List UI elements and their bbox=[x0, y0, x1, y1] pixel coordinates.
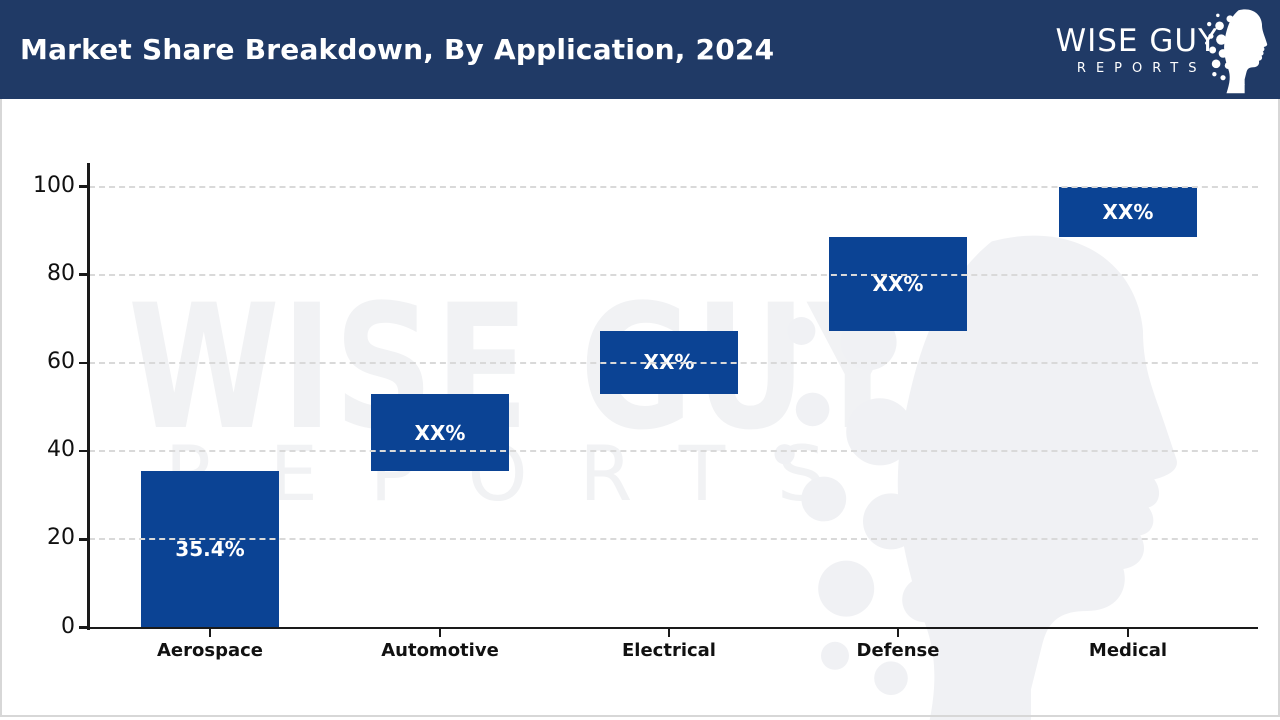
y-tick-mark bbox=[79, 449, 87, 453]
page-border-bottom bbox=[0, 715, 1280, 717]
x-tick-label: Aerospace bbox=[156, 639, 263, 661]
bar-value-label: XX% bbox=[1102, 199, 1154, 224]
page-border-left bbox=[0, 99, 2, 716]
y-tick-label: 100 bbox=[33, 172, 75, 198]
page-title: Market Share Breakdown, By Application, … bbox=[20, 33, 775, 66]
gridline bbox=[89, 538, 1258, 541]
x-tick-mark bbox=[1126, 629, 1130, 637]
y-tick-mark bbox=[79, 538, 87, 541]
x-tick-mark bbox=[667, 629, 671, 637]
y-tick-label: 80 bbox=[47, 260, 75, 286]
x-tick-label: Medical bbox=[1088, 639, 1168, 661]
y-tick-label: 40 bbox=[47, 437, 75, 463]
wiseguy-logo: WISE GUY REPORTS bbox=[1055, 4, 1268, 96]
gridline bbox=[89, 361, 1258, 364]
logo-line1: WISE GUY bbox=[1055, 22, 1218, 59]
page-border-right bbox=[1278, 99, 1280, 716]
wiseguy-wordmark: WISE GUY REPORTS bbox=[1055, 22, 1218, 76]
y-tick-label: 20 bbox=[47, 525, 75, 551]
x-tick-mark bbox=[896, 629, 900, 637]
y-tick-label: 60 bbox=[47, 348, 75, 374]
bar-value-label: 35.4% bbox=[175, 537, 245, 562]
x-tick-mark bbox=[438, 629, 442, 637]
y-tick-mark bbox=[79, 361, 87, 365]
y-tick-mark bbox=[79, 273, 87, 276]
gridline bbox=[89, 185, 1258, 188]
y-tick-label: 0 bbox=[61, 613, 75, 639]
bar-value-label: XX% bbox=[872, 272, 924, 297]
x-tick-label: Defense bbox=[856, 639, 940, 661]
x-axis bbox=[87, 626, 1258, 629]
bar-aerospace: 35.4% bbox=[141, 471, 279, 628]
logo-line2: REPORTS bbox=[1076, 60, 1207, 76]
gridline bbox=[89, 273, 1258, 276]
bar-medical: XX% bbox=[1059, 186, 1197, 238]
x-tick-mark bbox=[208, 629, 212, 637]
bar-value-label: XX% bbox=[414, 420, 466, 445]
bar-automotive: XX% bbox=[371, 393, 509, 472]
gridline bbox=[89, 450, 1258, 453]
y-tick-mark bbox=[79, 626, 87, 629]
header-bar: Market Share Breakdown, By Application, … bbox=[0, 0, 1280, 99]
y-tick-mark bbox=[79, 185, 87, 188]
y-axis bbox=[87, 163, 90, 630]
x-tick-label: Automotive bbox=[381, 639, 499, 661]
x-tick-label: Electrical bbox=[622, 639, 716, 661]
bar-defense: XX% bbox=[829, 237, 967, 332]
